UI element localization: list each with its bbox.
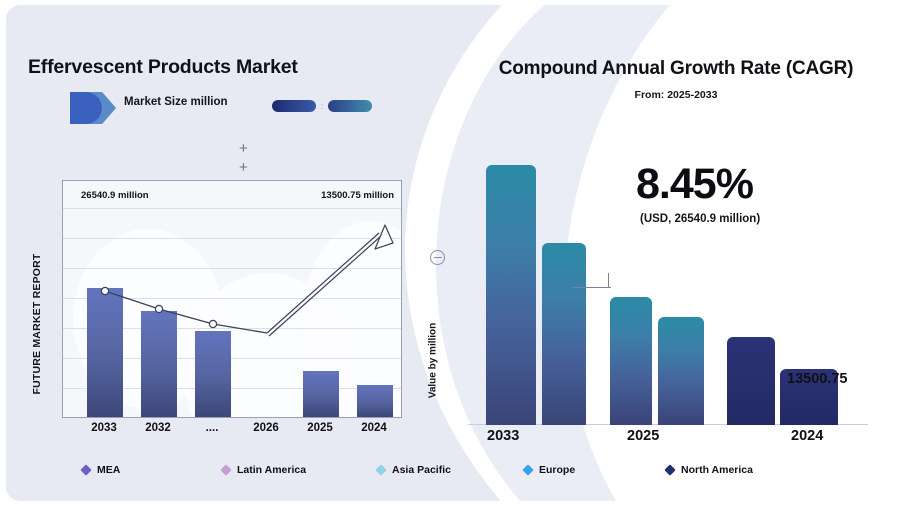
pill-indicator-secondary [328, 100, 373, 112]
cagr-percentage: 8.45% [636, 160, 754, 208]
rbar-2025-primary [610, 297, 652, 425]
x-label-5: 2024 [361, 422, 387, 434]
gridline [63, 238, 401, 239]
max-value-annotation: 26540.9 million [81, 190, 149, 201]
cagr-usd-note: (USD, 26540.9 million) [640, 213, 761, 225]
legend-item-europe[interactable]: Europe [522, 464, 666, 476]
min-value-annotation: 13500.75 million [321, 190, 394, 201]
legend-label: Asia Pacific [392, 464, 451, 476]
left-chart-plot-area: 26540.9 million 13500.75 million ▤ ▣ [62, 180, 402, 418]
right-x-label-2025: 2025 [627, 428, 660, 444]
cagr-subtitle: From: 2025-2033 [634, 89, 718, 101]
right-x-label-2024: 2024 [791, 428, 824, 444]
left-chart-x-axis: 2033 2032 .... 2026 2025 2024 [62, 422, 402, 440]
legend-label: Europe [539, 464, 576, 476]
rbar-2025-secondary [658, 317, 704, 425]
right-chart-data-label: 13500.75 [787, 371, 848, 387]
x-label-0: 2033 [91, 422, 117, 434]
legend-label: Latin America [237, 464, 307, 476]
gridline [63, 208, 401, 209]
gridline [63, 328, 401, 329]
brand-axis-label: FUTURE MARKET REPORT [31, 253, 43, 395]
legend-label: North America [681, 464, 753, 476]
bar-2025 [303, 371, 339, 417]
pill-separator: : [321, 101, 324, 111]
rbar-2033-primary [486, 165, 536, 425]
legend-marker-icon [375, 464, 387, 476]
chart-legend: MEA Latin America Asia Pacific Europe No… [80, 464, 798, 476]
bar-dots [195, 331, 231, 417]
legend-item-mea[interactable]: MEA [80, 464, 222, 476]
right-chart-plot-area [462, 150, 882, 425]
plus-icon-1: + [239, 140, 248, 157]
main-panel [6, 5, 894, 501]
rbar-2024-secondary [780, 369, 838, 425]
x-label-2: .... [205, 422, 219, 434]
minus-circle-icon [430, 250, 445, 265]
bar-2032 [141, 311, 177, 417]
x-label-1: 2032 [145, 422, 171, 434]
x-label-4: 2025 [307, 422, 333, 434]
legend-item-north-america[interactable]: North America [664, 464, 753, 476]
bar-2024 [357, 385, 393, 417]
plus-icon-2: + [239, 159, 248, 176]
value-axis-label: Value by million [427, 322, 439, 399]
rbar-2033-secondary [542, 243, 586, 425]
legend-marker-icon [664, 464, 676, 476]
cagr-title: Compound Annual Growth Rate (CAGR) [498, 58, 854, 79]
rbar-2024-primary [727, 337, 775, 425]
page-title: Effervescent Products Market [28, 56, 298, 78]
bar-2033 [87, 288, 123, 417]
gridline [63, 298, 401, 299]
legend-marker-icon [80, 464, 92, 476]
bracket-marker [573, 273, 644, 288]
hexagon-logo-icon [70, 92, 116, 124]
legend-item-asia-pacific[interactable]: Asia Pacific [375, 464, 524, 476]
legend-label: MEA [97, 464, 121, 476]
legend-marker-icon [522, 464, 534, 476]
legend-marker-icon [220, 464, 232, 476]
gridline [63, 358, 401, 359]
right-x-label-2033: 2033 [487, 428, 520, 444]
pill-indicator-primary [272, 100, 316, 112]
gridline [63, 268, 401, 269]
pill-indicator-group: : [272, 100, 373, 112]
trend-line-overlay [100, 224, 394, 337]
x-label-3: 2026 [253, 422, 279, 434]
gridline [63, 388, 401, 389]
legend-item-latin-america[interactable]: Latin America [220, 464, 377, 476]
market-size-label: Market Size million [124, 96, 228, 108]
